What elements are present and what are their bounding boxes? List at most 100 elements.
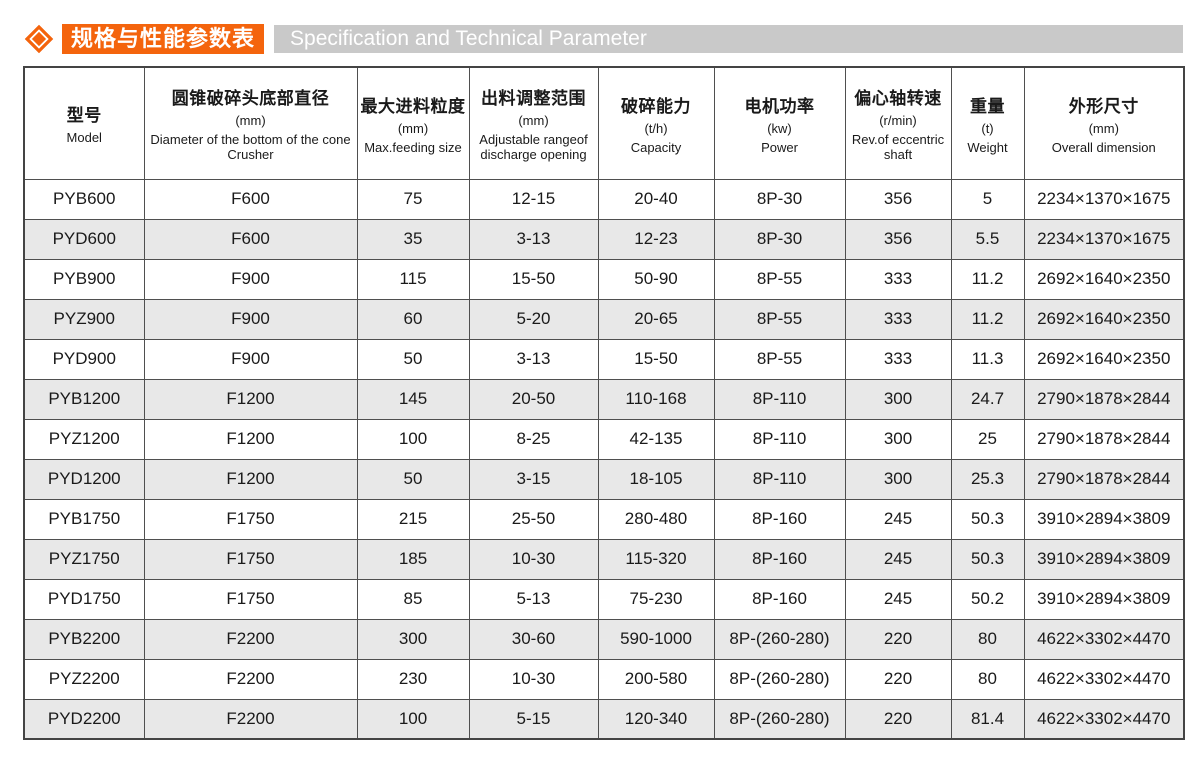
table-cell: 8-25	[468, 418, 599, 460]
table-cell: 20-50	[468, 378, 599, 420]
table-cell: 300	[844, 378, 952, 420]
column-title-zh: 偏心轴转速	[854, 88, 942, 108]
table-cell: PYD600	[23, 218, 145, 260]
table-cell: 35	[356, 218, 470, 260]
table-cell: 3910×2894×3809	[1023, 538, 1185, 580]
table-cell: 245	[844, 498, 952, 540]
table-cell: PYD900	[23, 338, 145, 380]
table-cell: 220	[844, 698, 952, 740]
table-cell: 356	[844, 218, 952, 260]
table-cell: 85	[356, 578, 470, 620]
table-cell: 220	[844, 618, 952, 660]
table-cell: F2200	[143, 658, 358, 700]
table-cell: F1200	[143, 458, 358, 500]
table-row: PYB2200 F2200 300 30-60 590-1000 8P-(260-280)…	[23, 618, 1185, 660]
column-unit: (mm)	[1088, 120, 1119, 136]
table-cell: 81.4	[950, 698, 1025, 740]
table-cell: 280-480	[597, 498, 715, 540]
table-cell: PYD2200	[23, 698, 145, 740]
column-title-en: Diameter of the bottom of the cone Crush…	[150, 131, 351, 163]
table-cell: 8P-55	[713, 298, 846, 340]
column-title-zh: 圆锥破碎头底部直径	[171, 88, 330, 108]
table-cell: F600	[143, 218, 358, 260]
table-cell: 300	[356, 618, 470, 660]
table-cell: 2692×1640×2350	[1023, 298, 1185, 340]
table-row: PYB900 F900 115 15-50 50-90 8P-55 333 11.2 2692×…	[23, 258, 1185, 300]
table-row: PYZ1750 F1750 185 10-30 115-320 8P-160 245 50.3…	[23, 538, 1185, 580]
table-cell: PYB900	[23, 258, 145, 300]
table-cell: 8P-30	[713, 178, 846, 220]
table-cell: 50	[356, 338, 470, 380]
table-row: PYB1750 F1750 215 25-50 280-480 8P-160 245 50.3…	[23, 498, 1185, 540]
table-cell: F1200	[143, 418, 358, 460]
table-cell: 8P-110	[713, 418, 846, 460]
column-header-8: 重量 (t) Weight	[950, 66, 1025, 180]
table-cell: 5	[950, 178, 1025, 220]
column-title-zh: 出料调整范围	[481, 88, 586, 108]
column-title-en: Weight	[967, 139, 1008, 155]
table-cell: 8P-(260-280)	[713, 658, 846, 700]
table-cell: 10-30	[468, 538, 599, 580]
column-header-3: 最大进料粒度 (mm) Max.feeding size	[356, 66, 470, 180]
column-header-1: 型号 Model	[23, 66, 145, 180]
table-cell: F1750	[143, 578, 358, 620]
table-cell: 75	[356, 178, 470, 220]
column-title-en: Rev.of eccentric shaft	[851, 131, 945, 163]
diamond-icon	[20, 20, 58, 57]
table-cell: 8P-160	[713, 538, 846, 580]
column-header-6: 电机功率 (kw) Power	[713, 66, 846, 180]
table-cell: 8P-160	[713, 498, 846, 540]
table-cell: 42-135	[597, 418, 715, 460]
table-cell: 220	[844, 658, 952, 700]
table-cell: 333	[844, 298, 952, 340]
column-title-zh: 破碎能力	[621, 96, 691, 116]
table-row: PYD600 F600 35 3-13 12-23 8P-30 356 5.5 2234×137…	[23, 218, 1185, 260]
table-cell: 8P-110	[713, 378, 846, 420]
table-cell: F900	[143, 258, 358, 300]
table-cell: 300	[844, 458, 952, 500]
table-cell: PYB1200	[23, 378, 145, 420]
column-header-4: 出料调整范围 (mm) Adjustable rangeof discharge o…	[468, 66, 599, 180]
column-title-zh: 重量	[970, 96, 1005, 116]
table-cell: PYZ1200	[23, 418, 145, 460]
table-cell: 8P-55	[713, 338, 846, 380]
table-cell: 2790×1878×2844	[1023, 418, 1185, 460]
table-cell: 5-13	[468, 578, 599, 620]
table-cell: 5-20	[468, 298, 599, 340]
column-header-9: 外形尺寸 (mm) Overall dimension	[1023, 66, 1185, 180]
table-cell: 50.3	[950, 538, 1025, 580]
table-cell: 50	[356, 458, 470, 500]
table-cell: 24.7	[950, 378, 1025, 420]
table-cell: 8P-55	[713, 258, 846, 300]
table-cell: 18-105	[597, 458, 715, 500]
column-unit: (mm)	[518, 112, 549, 128]
table-cell: 4622×3302×4470	[1023, 658, 1185, 700]
table-cell: 2234×1370×1675	[1023, 218, 1185, 260]
title-en: Specification and Technical Parameter	[274, 24, 1183, 53]
table-cell: PYZ2200	[23, 658, 145, 700]
table-cell: 8P-30	[713, 218, 846, 260]
table-cell: 120-340	[597, 698, 715, 740]
orange-diamond-icon	[24, 24, 54, 53]
column-title-zh: 型号	[66, 106, 102, 126]
table-cell: 75-230	[597, 578, 715, 620]
table-cell: 356	[844, 178, 952, 220]
column-title-zh: 最大进料粒度	[360, 96, 466, 116]
table-cell: 60	[356, 298, 470, 340]
table-cell: 2234×1370×1675	[1023, 178, 1185, 220]
table-row: PYD1200 F1200 50 3-15 18-105 8P-110 300 25.3 279…	[23, 458, 1185, 500]
column-title-en: Adjustable rangeof discharge opening	[479, 131, 588, 163]
table-cell: 245	[844, 578, 952, 620]
table-cell: 2692×1640×2350	[1023, 258, 1185, 300]
table-cell: 50.2	[950, 578, 1025, 620]
table-row: PYD900 F900 50 3-13 15-50 8P-55 333 11.3 2692×16…	[23, 338, 1185, 380]
table-cell: PYZ1750	[23, 538, 145, 580]
header-row: 型号 Model 圆锥破碎头底部直径 (mm) Diameter of the bott…	[23, 66, 1185, 180]
column-title-en: Max.feeding size	[364, 139, 462, 155]
column-header-7: 偏心轴转速 (r/min) Rev.of eccentric shaft	[844, 66, 952, 180]
column-unit: (mm)	[397, 120, 429, 136]
table-cell: 230	[356, 658, 470, 700]
table-cell: 25-50	[468, 498, 599, 540]
table-cell: 8P-(260-280)	[713, 618, 846, 660]
table-cell: 185	[356, 538, 470, 580]
